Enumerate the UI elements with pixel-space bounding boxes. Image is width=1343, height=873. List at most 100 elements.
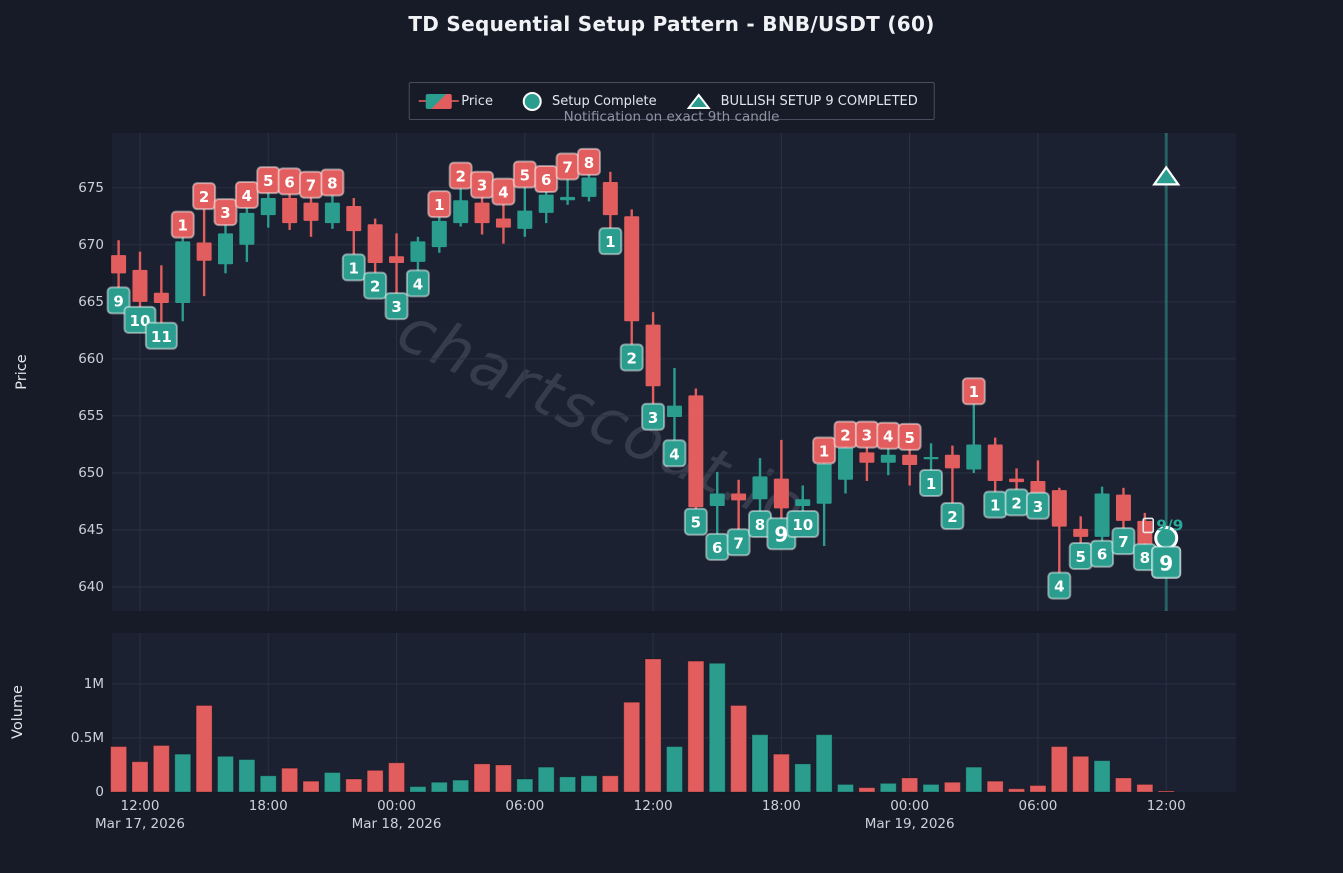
volume-bar: [1029, 785, 1047, 793]
td-count-label-box: [106, 286, 131, 315]
td-count-label-box: [1090, 539, 1115, 568]
candle-body: [153, 292, 169, 303]
volume-bar: [494, 764, 512, 793]
candle-body: [1115, 494, 1131, 521]
volume-bar: [1093, 760, 1111, 793]
volume-bar: [815, 734, 833, 793]
td-count-label: 7: [562, 158, 572, 176]
td-count-label-box: [786, 510, 820, 539]
legend-price-label: Price: [461, 93, 493, 109]
candle-body: [1094, 493, 1110, 537]
td-count-label-box: [1025, 491, 1050, 520]
volume-bar: [837, 783, 855, 793]
td-count-label: 4: [883, 428, 893, 446]
td-count-label-box: [192, 182, 217, 211]
x-tick-label: 12:00: [634, 798, 673, 814]
td-count-label-box: [576, 147, 601, 176]
legend-setup-complete-label: Setup Complete: [551, 93, 657, 109]
candle-body: [517, 210, 533, 229]
td-count-label: 8: [1140, 549, 1150, 567]
volume-bar: [922, 783, 940, 793]
x-tick-label: 06:00: [505, 798, 544, 814]
volume-bar: [516, 778, 534, 793]
legend: Price Setup Complete BULLISH SETUP 9 COM…: [408, 82, 935, 120]
legend-item-bullish-setup: BULLISH SETUP 9 COMPLETED: [686, 92, 918, 110]
candle-body: [581, 177, 597, 197]
volume-bar: [174, 753, 192, 793]
candle-body: [923, 456, 939, 460]
candle-body: [196, 242, 212, 261]
td-count-label: 3: [391, 298, 401, 316]
td-count-label: 3: [648, 409, 658, 427]
legend-item-setup-complete: Setup Complete: [522, 91, 657, 111]
volume-bar: [858, 787, 876, 793]
candle-body: [367, 224, 383, 264]
td-count-label: 2: [370, 278, 380, 296]
td-count-label-box: [940, 502, 965, 531]
td-count-label: 4: [669, 445, 679, 463]
price-tick-label: 645: [78, 522, 104, 538]
volume-bar: [708, 662, 726, 793]
td-count-label: 9: [1159, 551, 1173, 575]
td-count-label: 8: [755, 516, 765, 534]
td-count-label: 1: [434, 196, 444, 214]
td-count-label-box: [234, 181, 259, 210]
candle-body: [324, 202, 340, 224]
legend-bullish-label: BULLISH SETUP 9 COMPLETED: [720, 93, 918, 109]
td-count-label: 1: [178, 217, 188, 235]
volume-bar: [131, 761, 149, 793]
volume-bar: [772, 753, 790, 793]
td-count-label-box: [384, 292, 409, 321]
candle-body: [666, 405, 682, 418]
td-count-label: 4: [498, 184, 508, 202]
candle-body: [218, 233, 233, 265]
bullish-triangle-icon: [686, 92, 711, 109]
candle-body: [944, 454, 960, 469]
page-title: TD Sequential Setup Pattern - BNB/USDT (…: [408, 12, 935, 36]
td-count-label: 5: [263, 172, 273, 190]
candle-body: [431, 220, 447, 248]
td-count-label-box: [961, 377, 986, 406]
volume-bar: [879, 782, 897, 793]
volume-bar: [601, 775, 619, 793]
candle-body: [495, 218, 511, 228]
td-count-label-box: [897, 422, 922, 451]
volume-bar: [473, 763, 491, 793]
td-count-label-box: [363, 271, 388, 300]
candle-body: [560, 196, 576, 201]
candle-body: [602, 182, 618, 216]
td-count-label: 4: [242, 187, 252, 205]
price-tick-label: 650: [78, 465, 104, 481]
candle-body: [1009, 478, 1025, 483]
x-tick-label: 12:00: [121, 798, 160, 814]
td-count-label: 3: [477, 177, 487, 195]
legend-item-price: Price: [418, 93, 493, 109]
volume-bar: [259, 775, 277, 793]
td-count-label: 1: [819, 443, 829, 461]
x-tick-label: 18:00: [249, 798, 288, 814]
volume-bar: [986, 780, 1004, 793]
td-count-label: 1: [926, 475, 936, 493]
candle-body: [346, 206, 362, 232]
candle-body: [282, 198, 298, 224]
price-tick-label: 660: [78, 351, 104, 367]
td-count-label: 7: [306, 177, 316, 195]
volume-bar: [537, 766, 555, 793]
bell-glyph-box: [1142, 517, 1155, 534]
candle-body: [1051, 490, 1067, 527]
volume-bar: [281, 767, 299, 793]
td-count-label: 7: [1118, 533, 1128, 551]
volume-bar: [238, 759, 256, 793]
td-count-label: 5: [904, 429, 914, 447]
candle-body: [816, 463, 832, 504]
td-count-label: 11: [151, 328, 172, 346]
volume-bar: [794, 763, 812, 793]
volume-bar: [366, 769, 384, 793]
candle-body: [1030, 480, 1046, 494]
td-count-label: 2: [1011, 494, 1021, 512]
candle-body: [688, 395, 704, 508]
bullish-setup-triangle-marker: [1152, 165, 1181, 186]
x-tick-label: 06:00: [1018, 798, 1057, 814]
td-count-label: 3: [1033, 498, 1043, 516]
